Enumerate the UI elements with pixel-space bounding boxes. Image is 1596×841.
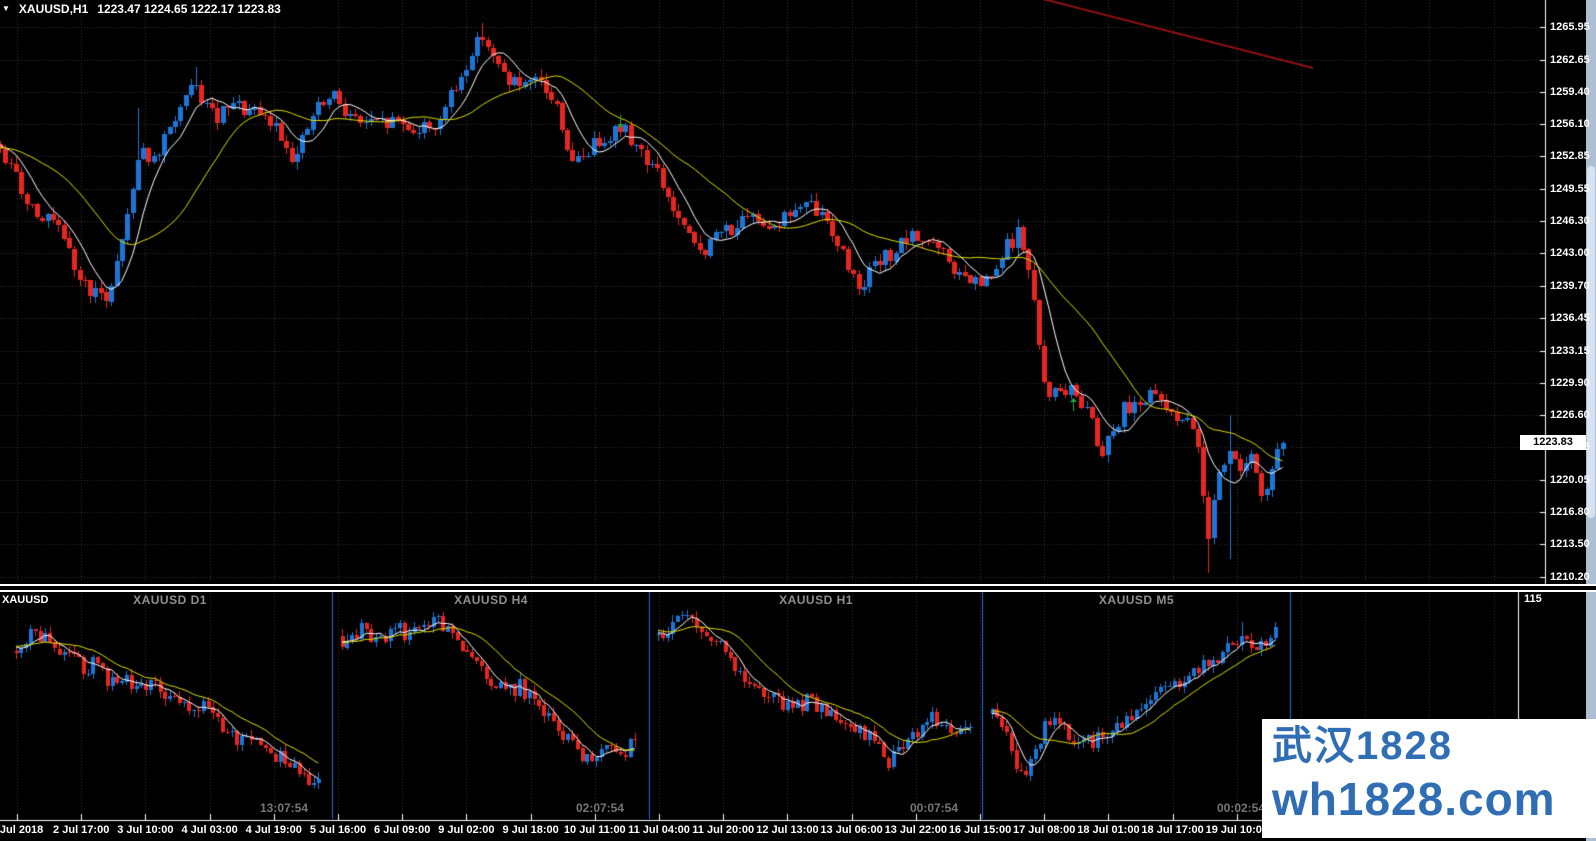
- current-price-box: 1223.83: [1520, 435, 1586, 451]
- price-axis-label: 1220.05: [1550, 473, 1590, 486]
- candle-countdown-timer: 02:07:54: [575, 801, 625, 815]
- price-axis-label: 1239.70: [1550, 280, 1590, 293]
- price-axis-label: 1210.20: [1550, 571, 1590, 583]
- time-axis-label: 4 Jul 19:00: [245, 824, 302, 836]
- price-axis-label: 1229.90: [1550, 376, 1590, 389]
- price-axis-label: 1233.15: [1550, 344, 1590, 357]
- price-axis-label: 1226.60: [1550, 409, 1590, 422]
- time-axis-label: 2 Jul 17:00: [53, 824, 110, 836]
- mini-chart-title: XAUUSD D1: [133, 593, 207, 607]
- panel-symbol-label: XAUUSD: [2, 594, 49, 606]
- ohlc-quotes-label: 1223.47 1224.65 1222.17 1223.83: [97, 2, 281, 16]
- price-axis-label: 1252.85: [1550, 150, 1590, 163]
- chart-header: ▼ XAUUSD,H1 1223.47 1224.65 1222.17 1223…: [2, 2, 281, 16]
- watermark-line2: wh1828.com: [1272, 773, 1556, 825]
- time-axis-label: 10 Jul 11:00: [563, 824, 626, 836]
- watermark-line1: 武汉1828: [1272, 724, 1453, 768]
- price-axis-label: 1216.80: [1550, 505, 1590, 518]
- time-axis-label: 6 Jul 09:00: [374, 824, 431, 836]
- time-axis-label: 12 Jul 13:00: [756, 824, 819, 836]
- price-axis-label: 1243.00: [1550, 247, 1590, 260]
- time-axis[interactable]: 2 Jul 2018 2 Jul 17:00 3 Jul 10:00 4 Jul 03…: [0, 822, 1596, 841]
- time-axis-label: 11 Jul 04:00: [628, 824, 690, 836]
- time-axis-label: 2 Jul 2018: [0, 824, 44, 836]
- mini-chart-title: XAUUSD H4: [454, 593, 528, 607]
- time-axis-label: 5 Jul 16:00: [309, 824, 367, 836]
- price-axis-label: 1236.45: [1550, 312, 1590, 325]
- price-axis[interactable]: 1265.95 1262.65 1259.40 1256.10 1252.85 1249.…: [1546, 0, 1590, 584]
- window-splitter[interactable]: [0, 584, 1596, 592]
- time-axis-label: 13 Jul 06:00: [820, 824, 883, 836]
- vertical-scrollbar[interactable]: [1586, 0, 1596, 841]
- time-axis-label: 13 Jul 22:00: [884, 824, 947, 836]
- panel-scale-label: 115: [1524, 593, 1542, 605]
- symbol-timeframe-label: XAUUSD,H1: [18, 2, 89, 16]
- price-axis-label: 1213.50: [1550, 538, 1590, 551]
- time-axis-label: 9 Jul 18:00: [502, 824, 559, 836]
- time-axis-label: 17 Jul 08:00: [1013, 824, 1076, 836]
- mini-chart-title: XAUUSD M5: [1098, 593, 1175, 607]
- time-axis-label: 18 Jul 17:00: [1141, 824, 1204, 836]
- price-axis-label: 1262.65: [1550, 53, 1590, 66]
- watermark: 武汉1828 wh1828.com: [1262, 719, 1596, 838]
- time-axis-label: 19 Jul 10:00: [1205, 824, 1268, 836]
- price-axis-label: 1246.30: [1550, 214, 1590, 227]
- candle-countdown-timer: 00:02:54: [1216, 801, 1266, 815]
- price-axis-label: 1249.55: [1550, 182, 1590, 195]
- symbol-dropdown-icon[interactable]: ▼: [2, 4, 10, 13]
- price-axis-label: 1259.40: [1550, 85, 1590, 98]
- candle-countdown-timer: 13:07:54: [259, 801, 309, 815]
- time-axis-label: 11 Jul 20:00: [692, 824, 755, 836]
- time-axis-label: 3 Jul 10:00: [117, 824, 174, 836]
- candle-countdown-timer: 00:07:54: [909, 801, 959, 815]
- time-axis-label: 16 Jul 15:00: [948, 824, 1012, 836]
- time-axis-label: 4 Jul 03:00: [181, 824, 238, 836]
- scrollbar-thumb[interactable]: [1587, 166, 1595, 518]
- time-axis-label: 18 Jul 01:00: [1077, 824, 1140, 836]
- mini-chart-title: XAUUSD H1: [779, 593, 853, 607]
- time-axis-label: 9 Jul 02:00: [438, 824, 495, 836]
- price-axis-label: 1265.95: [1550, 21, 1590, 34]
- price-axis-label: 1256.10: [1550, 118, 1590, 131]
